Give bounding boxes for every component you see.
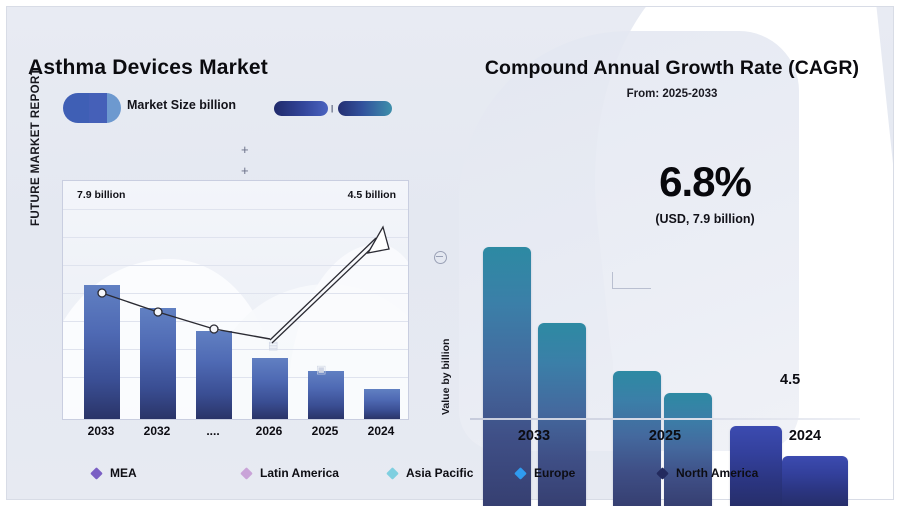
legend-item[interactable]: Asia Pacific (386, 466, 474, 480)
legend-item[interactable]: North America (656, 466, 759, 480)
line-marker (97, 288, 107, 298)
bar (664, 393, 712, 506)
right-chart-baseline (470, 418, 860, 420)
legend-pill-primary (274, 101, 328, 116)
legend-swatch-icon (386, 466, 399, 480)
plus-marker-icon-2: + (241, 163, 249, 178)
line-marker (209, 324, 219, 334)
cagr-note: (USD, 7.9 billion) (655, 212, 755, 226)
legend-item[interactable]: MEA (90, 466, 137, 480)
legend-label: Latin America (260, 466, 339, 480)
bar (730, 426, 782, 506)
legend-label: Europe (534, 466, 576, 480)
right-subtitle: From: 2025-2033 (626, 88, 718, 100)
legend-swatch-icon (90, 466, 103, 480)
growth-arrow-icon (269, 225, 390, 344)
gridline (63, 321, 408, 322)
legend-pill-secondary (338, 101, 392, 116)
gridline (63, 237, 408, 238)
legend-label: Asia Pacific (406, 466, 474, 480)
left-chart-annotation-end: 4.5 billion (347, 189, 396, 201)
trend-line (101, 292, 271, 340)
cagr-value: 6.8% (659, 158, 752, 205)
x-axis-tick: 2025 (311, 424, 339, 438)
bar (483, 247, 531, 506)
minus-circle-icon (434, 251, 447, 264)
left-chart-plot-area: 7.9 billion 4.5 billion ▤ ▣ (62, 180, 409, 420)
brand-overlap-shape (89, 93, 107, 123)
watermark-icon-1: ▤ (268, 340, 279, 352)
legend-item[interactable]: Europe (514, 466, 576, 480)
plus-marker-icon-1: + (241, 142, 249, 157)
bar-data-label: 4.5 (780, 372, 801, 388)
bar (308, 371, 344, 419)
bar (196, 331, 232, 419)
page-title-right: Compound Annual Growth Rate (CAGR) (484, 57, 860, 79)
left-chart-annotation-start: 7.9 billion (77, 189, 126, 201)
bar (613, 371, 661, 506)
x-axis-tick: 2033 (517, 428, 551, 444)
legend-pill-separator: | (331, 104, 334, 113)
bar (538, 323, 586, 506)
page-title-left: Asthma Devices Market (28, 56, 268, 79)
gridline (63, 349, 408, 350)
bar (364, 389, 400, 419)
legend-label: MEA (110, 466, 137, 480)
bracket-decoration (612, 272, 651, 289)
x-axis-tick: 2024 (788, 428, 822, 444)
bar (252, 358, 288, 419)
bar (140, 308, 176, 419)
brand-label: Market Size billion (127, 98, 237, 112)
gridline (63, 293, 408, 294)
legend-item[interactable]: Latin America (240, 466, 339, 480)
x-axis-tick: .... (206, 424, 220, 438)
watermark-icon-2: ▣ (316, 364, 327, 376)
legend-label: North America (676, 466, 759, 480)
gridline (63, 377, 408, 378)
x-axis-tick: 2024 (367, 424, 395, 438)
x-axis-tick: 2025 (648, 428, 682, 444)
left-chart-y-axis-label: FUTURE MARKET REPORT (30, 67, 42, 226)
legend-swatch-icon (240, 466, 253, 480)
gridline (63, 265, 408, 266)
legend-swatch-icon (656, 466, 669, 480)
brand-logo-icon (63, 93, 121, 123)
bar (84, 285, 120, 419)
x-axis-tick: 2032 (143, 424, 171, 438)
left-chart-overlay-svg (97, 225, 390, 344)
chart-legend: MEA Latin America Asia Pacific Europe No… (70, 466, 850, 486)
bar (782, 456, 848, 506)
right-chart-y-axis-label: Value by billion (440, 338, 452, 415)
legend-swatch-icon (514, 466, 527, 480)
x-axis-tick: 2026 (255, 424, 283, 438)
line-marker (153, 307, 163, 317)
gridline (63, 209, 408, 210)
x-axis-tick: 2033 (87, 424, 115, 438)
